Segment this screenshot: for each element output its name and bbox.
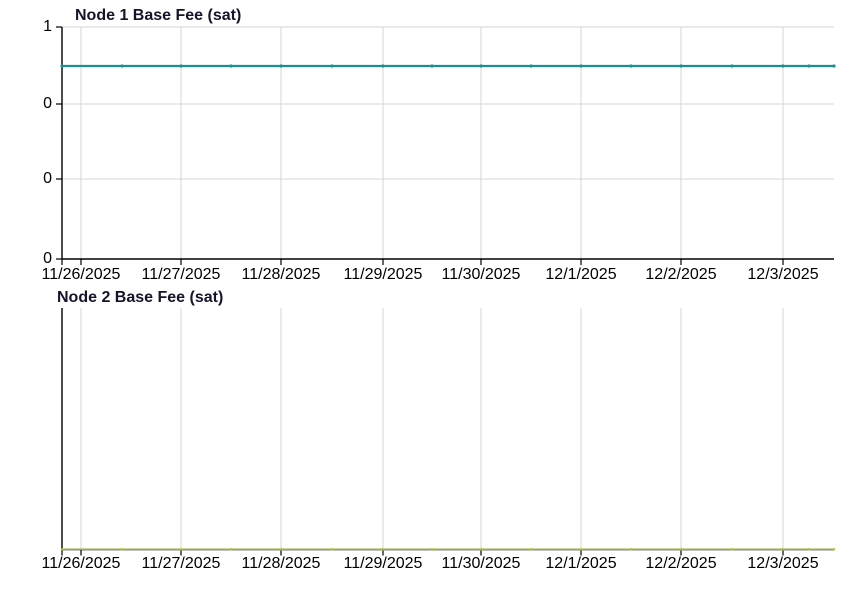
svg-text:11/26/2025: 11/26/2025	[42, 266, 121, 283]
svg-text:12/3/2025: 12/3/2025	[747, 555, 818, 572]
svg-text:11/28/2025: 11/28/2025	[242, 266, 321, 283]
svg-text:11/29/2025: 11/29/2025	[344, 555, 423, 572]
svg-text:12/1/2025: 12/1/2025	[545, 555, 616, 572]
svg-text:11/30/2025: 11/30/2025	[442, 555, 521, 572]
svg-text:0: 0	[43, 170, 52, 187]
svg-text:12/1/2025: 12/1/2025	[545, 266, 616, 283]
svg-text:11/27/2025: 11/27/2025	[142, 266, 221, 283]
svg-text:1: 1	[43, 18, 52, 35]
svg-text:12/2/2025: 12/2/2025	[645, 266, 716, 283]
svg-text:11/30/2025: 11/30/2025	[442, 266, 521, 283]
svg-text:0: 0	[43, 95, 52, 112]
svg-text:12/2/2025: 12/2/2025	[645, 555, 716, 572]
svg-text:11/27/2025: 11/27/2025	[142, 555, 221, 572]
svg-text:11/29/2025: 11/29/2025	[344, 266, 423, 283]
svg-text:11/26/2025: 11/26/2025	[42, 555, 121, 572]
svg-text:0: 0	[43, 250, 52, 267]
svg-text:11/28/2025: 11/28/2025	[242, 555, 321, 572]
svg-text:12/3/2025: 12/3/2025	[747, 266, 818, 283]
